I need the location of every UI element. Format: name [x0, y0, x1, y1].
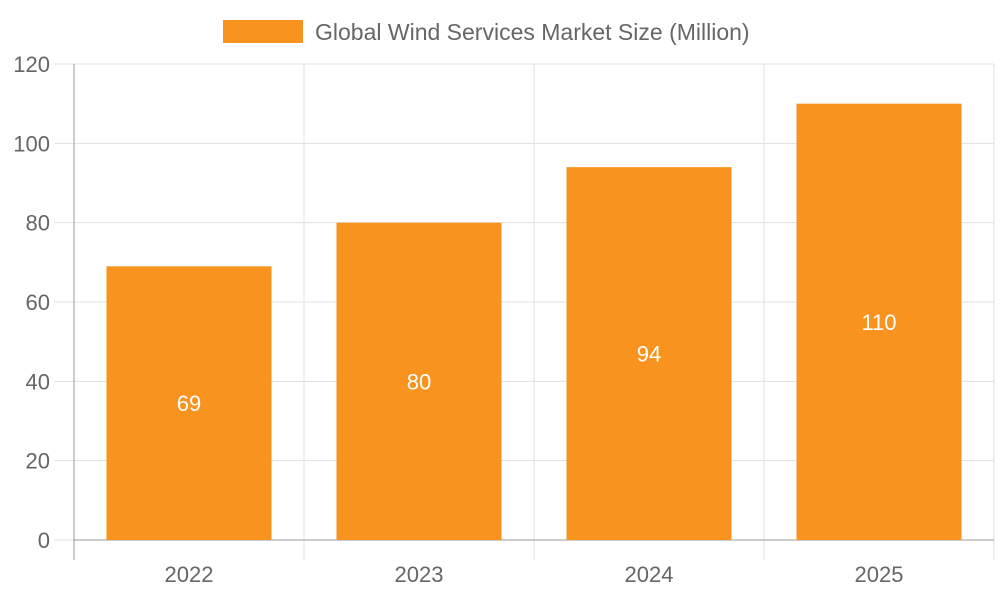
bar-2025: [796, 103, 962, 541]
y-tick-label: 0: [38, 528, 50, 553]
y-tick-label: 40: [26, 369, 50, 394]
bars: [106, 103, 962, 541]
y-tick-label: 20: [26, 449, 50, 474]
legend-label: Global Wind Services Market Size (Millio…: [315, 19, 750, 45]
x-tick-label: 2023: [395, 562, 444, 587]
y-tick-label: 100: [13, 131, 50, 156]
bar-2023: [336, 222, 502, 540]
data-label: 94: [637, 342, 661, 367]
x-tick-label: 2024: [625, 562, 674, 587]
x-tick-label: 2025: [855, 562, 904, 587]
bar-2024: [566, 167, 732, 540]
y-tick-label: 60: [26, 290, 50, 315]
legend-swatch: [223, 20, 303, 43]
data-label: 110: [861, 310, 896, 335]
data-label: 80: [407, 369, 431, 394]
bar-2022: [106, 266, 272, 540]
legend[interactable]: Global Wind Services Market Size (Millio…: [223, 19, 750, 45]
labels: 0 20 40 60 80 100 120 69 2022 80 2023 94 2024 110 2025: [13, 52, 903, 587]
y-tick-label: 120: [13, 52, 50, 77]
x-tick-label: 2022: [165, 562, 214, 587]
y-tick-label: 80: [26, 211, 50, 236]
data-label: 69: [177, 391, 201, 416]
